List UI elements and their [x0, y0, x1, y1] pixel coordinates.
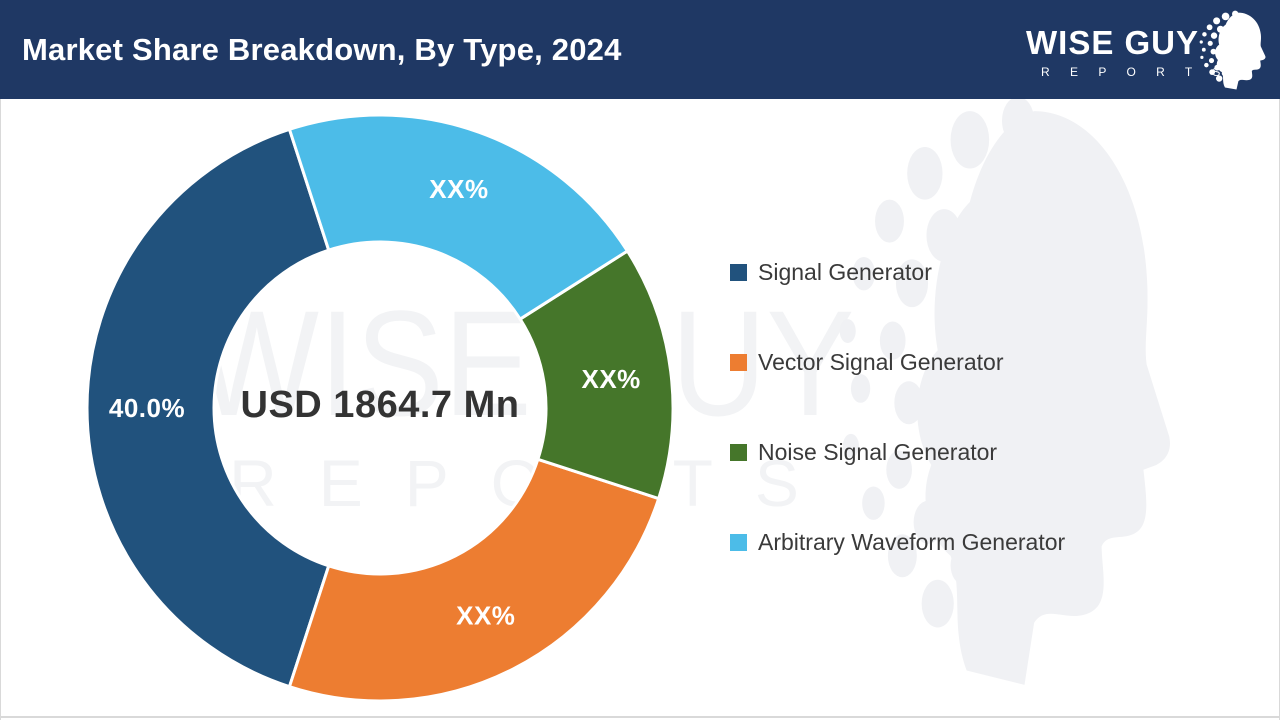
legend-label: Signal Generator	[758, 258, 932, 285]
legend-swatch-1	[730, 353, 747, 371]
donut-segment-1	[287, 457, 661, 703]
donut-segment-2	[518, 249, 675, 501]
legend-label: Arbitrary Waveform Generator	[758, 528, 1066, 555]
segment-value-label: XX%	[582, 364, 641, 394]
legend-row: Signal Generator	[730, 256, 932, 288]
legend-label: Vector Signal Generator	[758, 348, 1004, 375]
legend-label: Noise Signal Generator	[758, 438, 998, 465]
center-value: USD 1864.7 Mn	[240, 384, 520, 426]
donut-segment-3	[287, 113, 629, 321]
bottom-divider	[0, 716, 1280, 718]
legend-swatch-3	[730, 533, 747, 551]
legend-swatch-0	[730, 263, 747, 281]
legend-swatch-2	[730, 443, 747, 461]
legend-row: Noise Signal Generator	[730, 436, 997, 468]
header-bar: Market Share Breakdown, By Type, 2024 WI…	[0, 0, 1280, 99]
logo-subtitle: R E P O R T S	[1041, 65, 1229, 79]
segment-value-label: XX%	[429, 174, 488, 204]
wiseguy-logo: WISE GUY R E P O R T S	[1026, 8, 1266, 94]
legend: Signal Generator Vector Signal Generator…	[730, 0, 1190, 720]
segment-value-label: XX%	[456, 601, 515, 631]
page-title: Market Share Breakdown, By Type, 2024	[22, 31, 622, 67]
legend-row: Arbitrary Waveform Generator	[730, 526, 1065, 558]
legend-row: Vector Signal Generator	[730, 346, 1003, 378]
donut-segment-0	[85, 127, 331, 689]
segment-value-label: 40.0%	[109, 393, 185, 423]
logo-wordmark: WISE GUY	[1026, 24, 1200, 61]
content-frame	[0, 99, 1280, 720]
logo-face-icon	[1199, 10, 1266, 90]
